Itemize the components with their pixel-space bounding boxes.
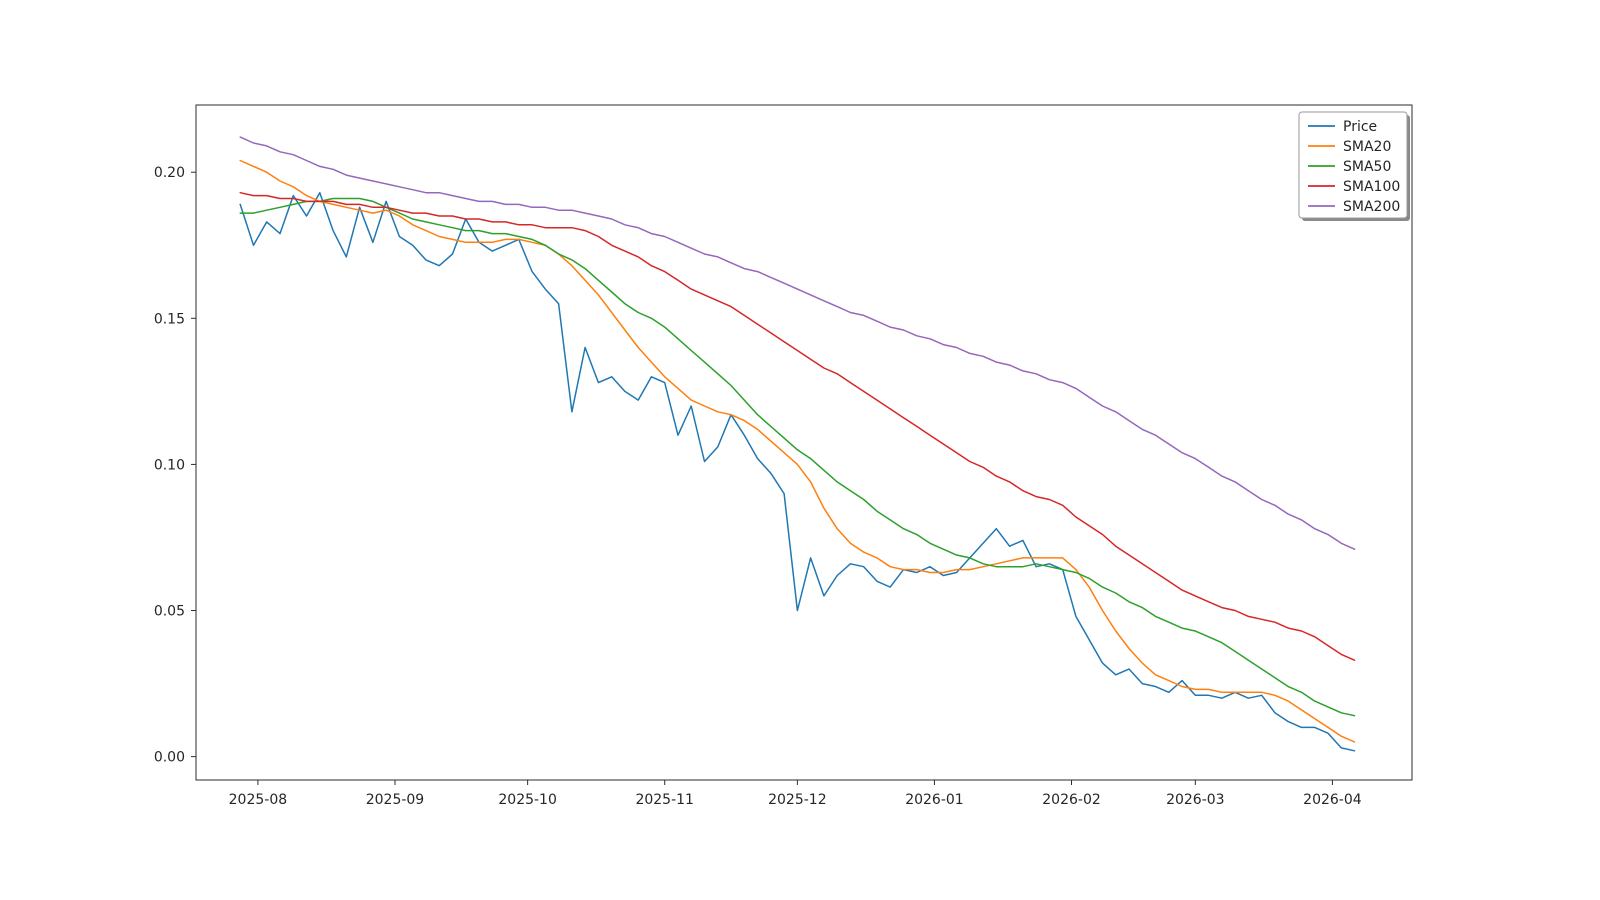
price-line [239, 191, 1356, 752]
x-tick-label: 2026-04 [1303, 792, 1362, 808]
x-tick-label: 2025-09 [366, 792, 425, 808]
x-tick-label: 2026-02 [1042, 792, 1101, 808]
x-tick-label: 2026-01 [905, 792, 964, 808]
y-tick-label: 0.10 [154, 457, 185, 473]
x-tick-label: 2025-08 [229, 792, 288, 808]
legend-label-sma20: SMA20 [1343, 139, 1391, 155]
sma200-line [239, 136, 1356, 550]
legend-label-price: Price [1343, 119, 1377, 135]
y-tick-label: 0.00 [154, 750, 185, 766]
y-tick-label: 0.15 [154, 311, 185, 327]
x-tick-label: 2025-12 [768, 792, 827, 808]
legend-label-sma50: SMA50 [1343, 159, 1391, 175]
y-tick-label: 0.05 [154, 604, 185, 620]
sma20-line [239, 159, 1356, 743]
x-tick-label: 2025-10 [498, 792, 557, 808]
legend-label-sma100: SMA100 [1343, 179, 1400, 195]
sma100-line [239, 191, 1356, 661]
legend-box [1298, 111, 1408, 219]
legend-label-sma200: SMA200 [1343, 199, 1400, 215]
y-tick-label: 0.20 [154, 165, 185, 181]
plot-frame [195, 104, 1413, 781]
x-tick-label: 2026-03 [1166, 792, 1225, 808]
x-tick-label: 2025-11 [635, 792, 694, 808]
sma50-line [239, 197, 1356, 717]
